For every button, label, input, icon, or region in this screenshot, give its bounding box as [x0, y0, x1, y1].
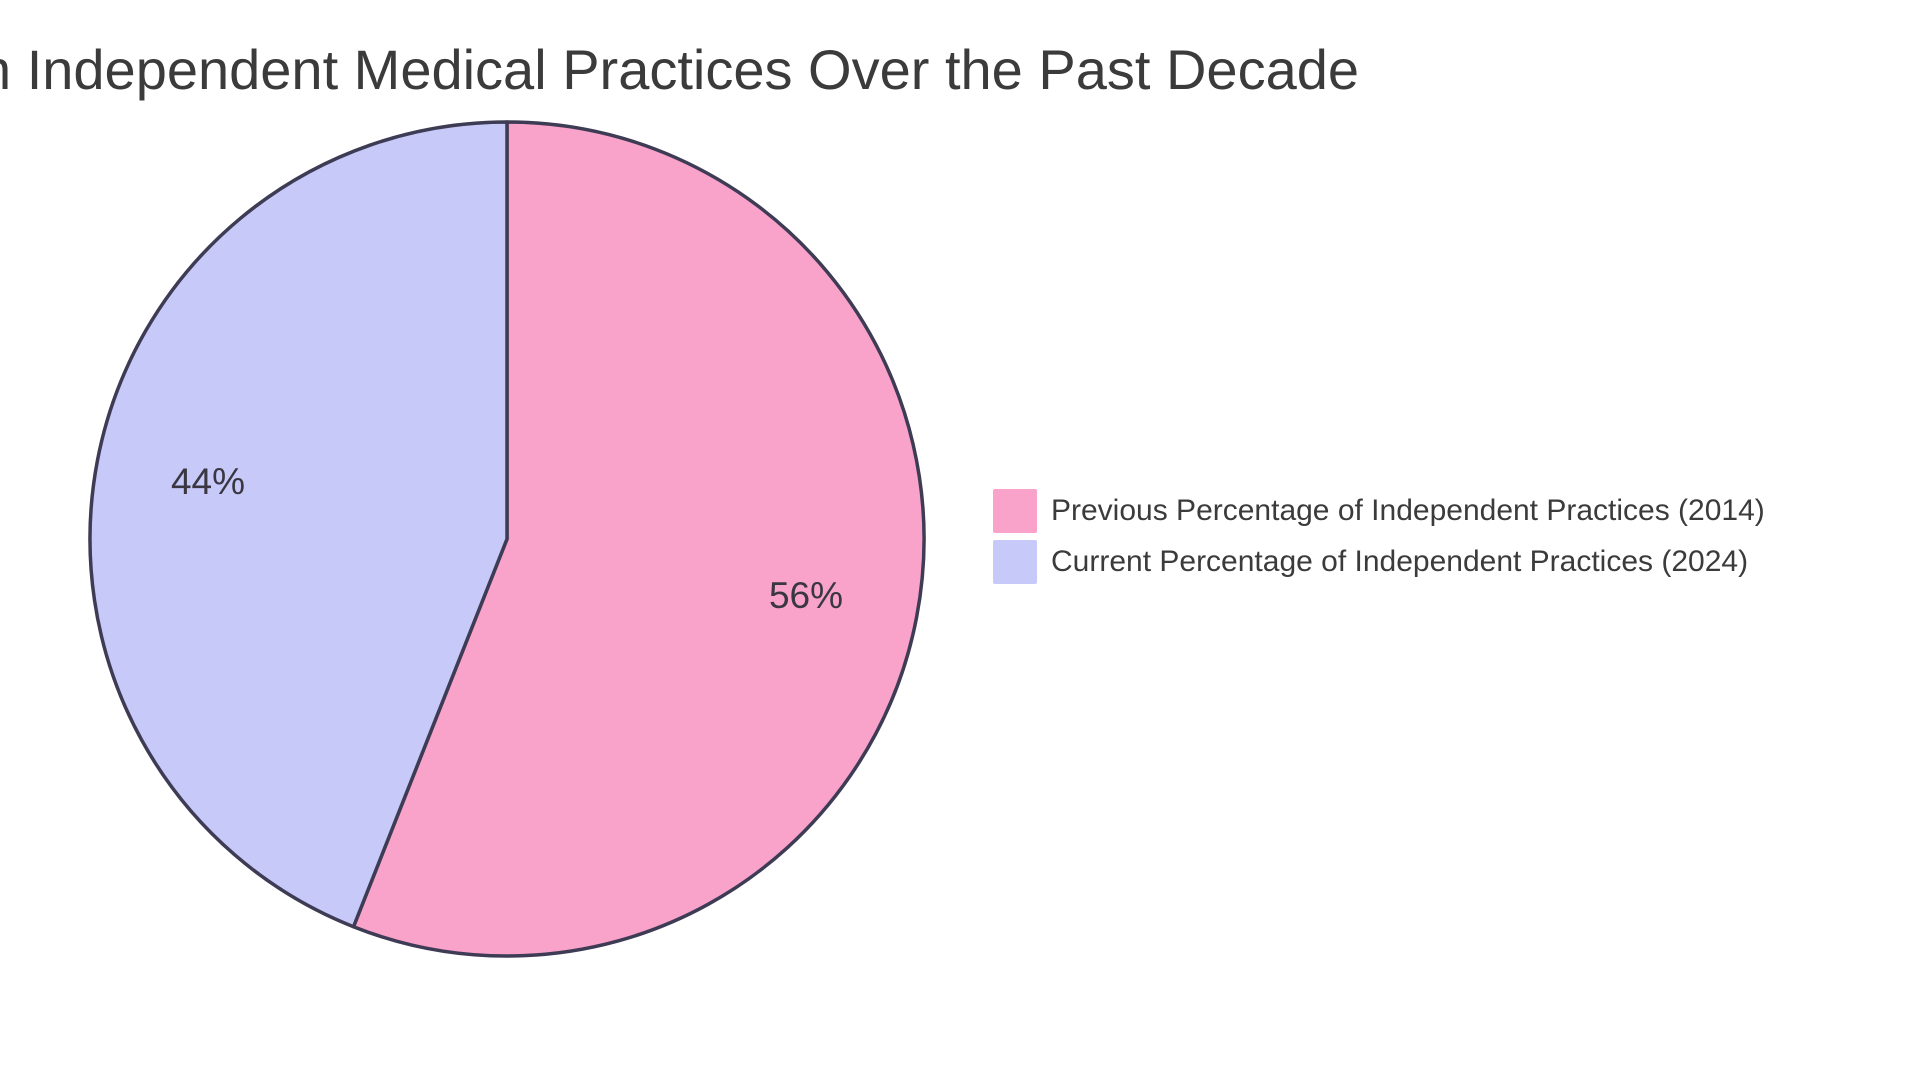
pie-slice-label-56: 56% — [768, 575, 844, 616]
chart-title: n Independent Medical Practices Over the… — [0, 38, 1359, 101]
pie-slice-44pct[interactable] — [88, 120, 509, 929]
legend-swatch-current — [993, 540, 1037, 584]
legend-item-current[interactable]: Current Percentage of Independent Practi… — [993, 540, 1765, 584]
legend-item-previous[interactable]: Previous Percentage of Independent Pract… — [993, 489, 1765, 533]
legend: Previous Percentage of Independent Pract… — [993, 489, 1765, 584]
legend-label-previous: Previous Percentage of Independent Pract… — [1051, 494, 1765, 527]
legend-label-current: Current Percentage of Independent Practi… — [1051, 545, 1749, 578]
pie-slice-56pct[interactable] — [351, 120, 926, 958]
legend-swatch-previous — [993, 489, 1037, 533]
pie-slice-label-44: 44% — [170, 461, 246, 502]
